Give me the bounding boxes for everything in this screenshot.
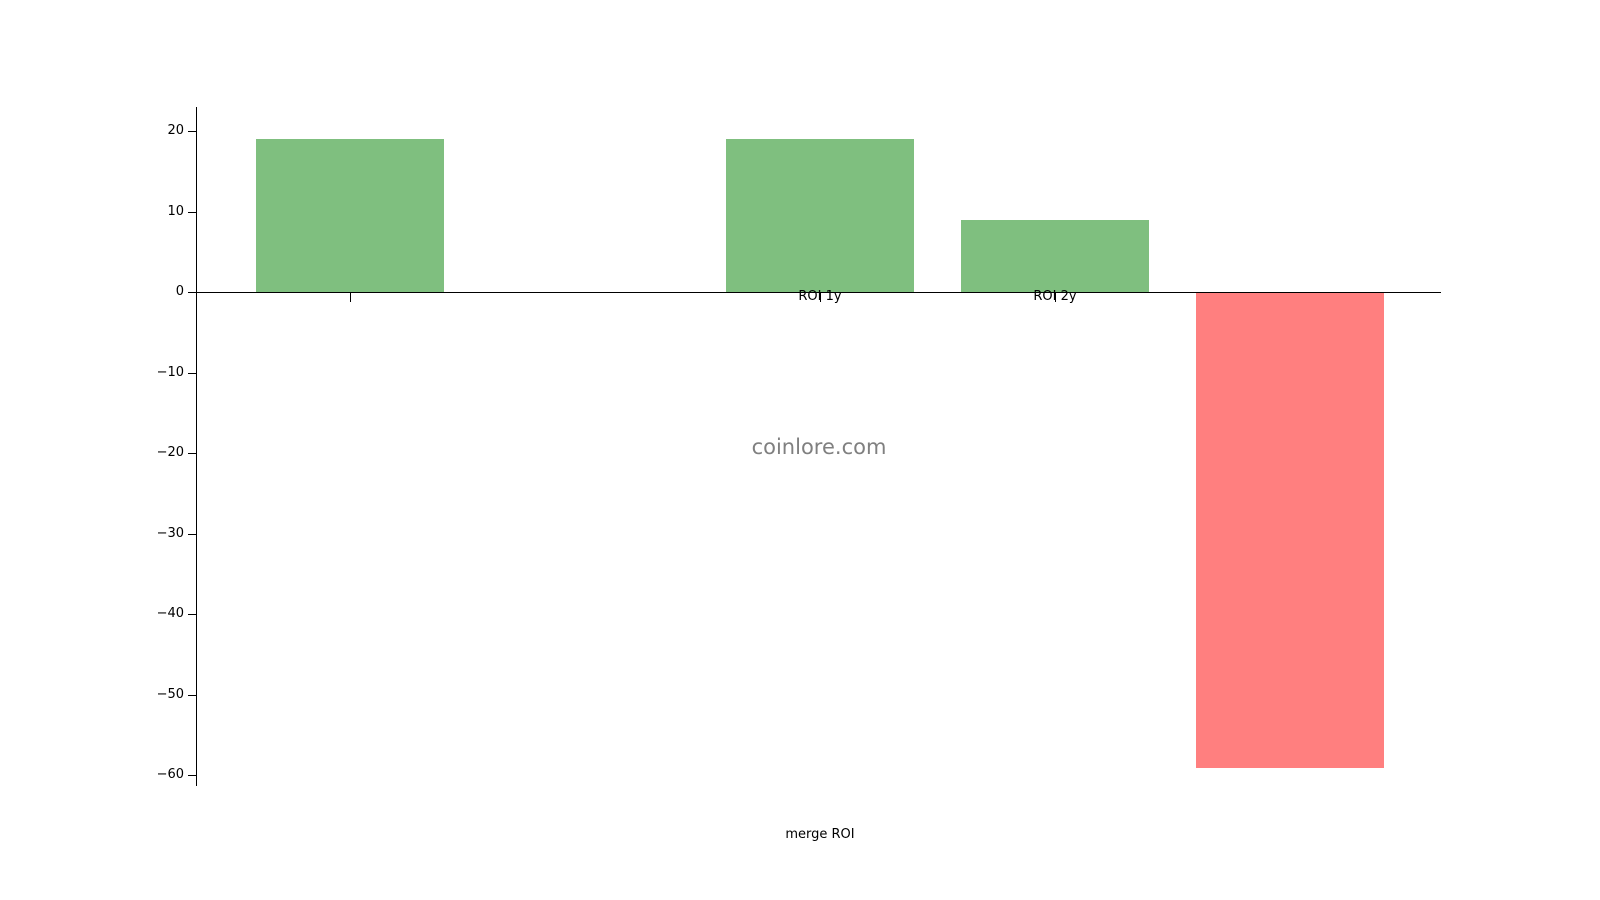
y-tick-10 [188, 211, 196, 213]
y-tick-−20 [188, 453, 196, 454]
x-tick-1 [350, 292, 351, 302]
x-tick-4 [1055, 292, 1056, 302]
bar-roi-1y [726, 139, 914, 292]
y-tick-−30 [188, 533, 196, 535]
y-tick-label-−60: −60 [156, 767, 184, 782]
x-tick-3 [820, 292, 821, 302]
y-tick-label-0: 0 [175, 284, 184, 299]
y-tick-label-−20: −20 [156, 445, 184, 460]
bar-slot-5 [1196, 293, 1384, 768]
y-tick-label-−40: −40 [156, 606, 184, 621]
y-tick-−60 [188, 775, 196, 776]
y-axis-line [196, 107, 197, 786]
bar-slot-1 [256, 139, 444, 292]
y-tick-−10 [188, 372, 196, 374]
watermark: coinlore.com [751, 435, 887, 459]
y-tick-label-10: 10 [167, 203, 184, 219]
y-tick-label-−10: −10 [156, 364, 184, 380]
x-axis-zero-line [196, 292, 1441, 293]
y-tick-label-20: 20 [167, 123, 184, 138]
x-axis-title: merge ROI [785, 827, 855, 842]
y-tick-0 [188, 292, 196, 293]
y-tick-label-−50: −50 [156, 686, 184, 702]
bar-roi-2y [961, 219, 1149, 292]
y-tick-label-−30: −30 [156, 525, 184, 541]
y-tick-−40 [188, 614, 196, 615]
y-tick-20 [188, 131, 196, 132]
y-tick-−50 [188, 694, 196, 696]
